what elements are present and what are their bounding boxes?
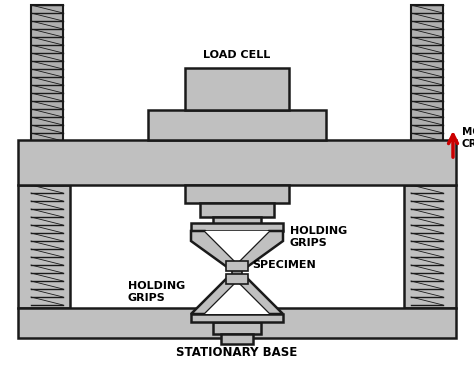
Polygon shape [233,278,283,314]
Bar [18,140,456,185]
Text: STATIONARY BASE: STATIONARY BASE [176,346,298,360]
Polygon shape [233,231,283,267]
Bar [148,110,326,140]
Bar [213,322,261,334]
Polygon shape [191,231,241,267]
Text: HOLDING
GRIPS: HOLDING GRIPS [128,281,185,303]
Bar [200,203,274,217]
Text: LOAD CELL: LOAD CELL [203,50,271,60]
Bar [404,185,456,308]
Polygon shape [205,231,269,267]
Bar [191,314,283,322]
Bar [221,334,253,344]
Polygon shape [191,278,241,314]
Bar [411,185,443,305]
Bar [191,223,283,231]
Bar [232,265,242,278]
Bar [213,217,261,227]
Bar [411,5,443,148]
Bar [185,185,289,203]
Text: SPECIMEN: SPECIMEN [252,260,316,270]
Bar [18,308,456,338]
Text: MOVING
CROSSHEAD: MOVING CROSSHEAD [462,127,474,149]
Bar [226,274,248,284]
Bar [31,5,63,148]
Bar [18,185,70,308]
Text: HOLDING
GRIPS: HOLDING GRIPS [290,226,347,248]
Bar [226,261,248,271]
Bar [31,185,63,305]
Polygon shape [205,278,269,314]
Bar [185,68,289,110]
